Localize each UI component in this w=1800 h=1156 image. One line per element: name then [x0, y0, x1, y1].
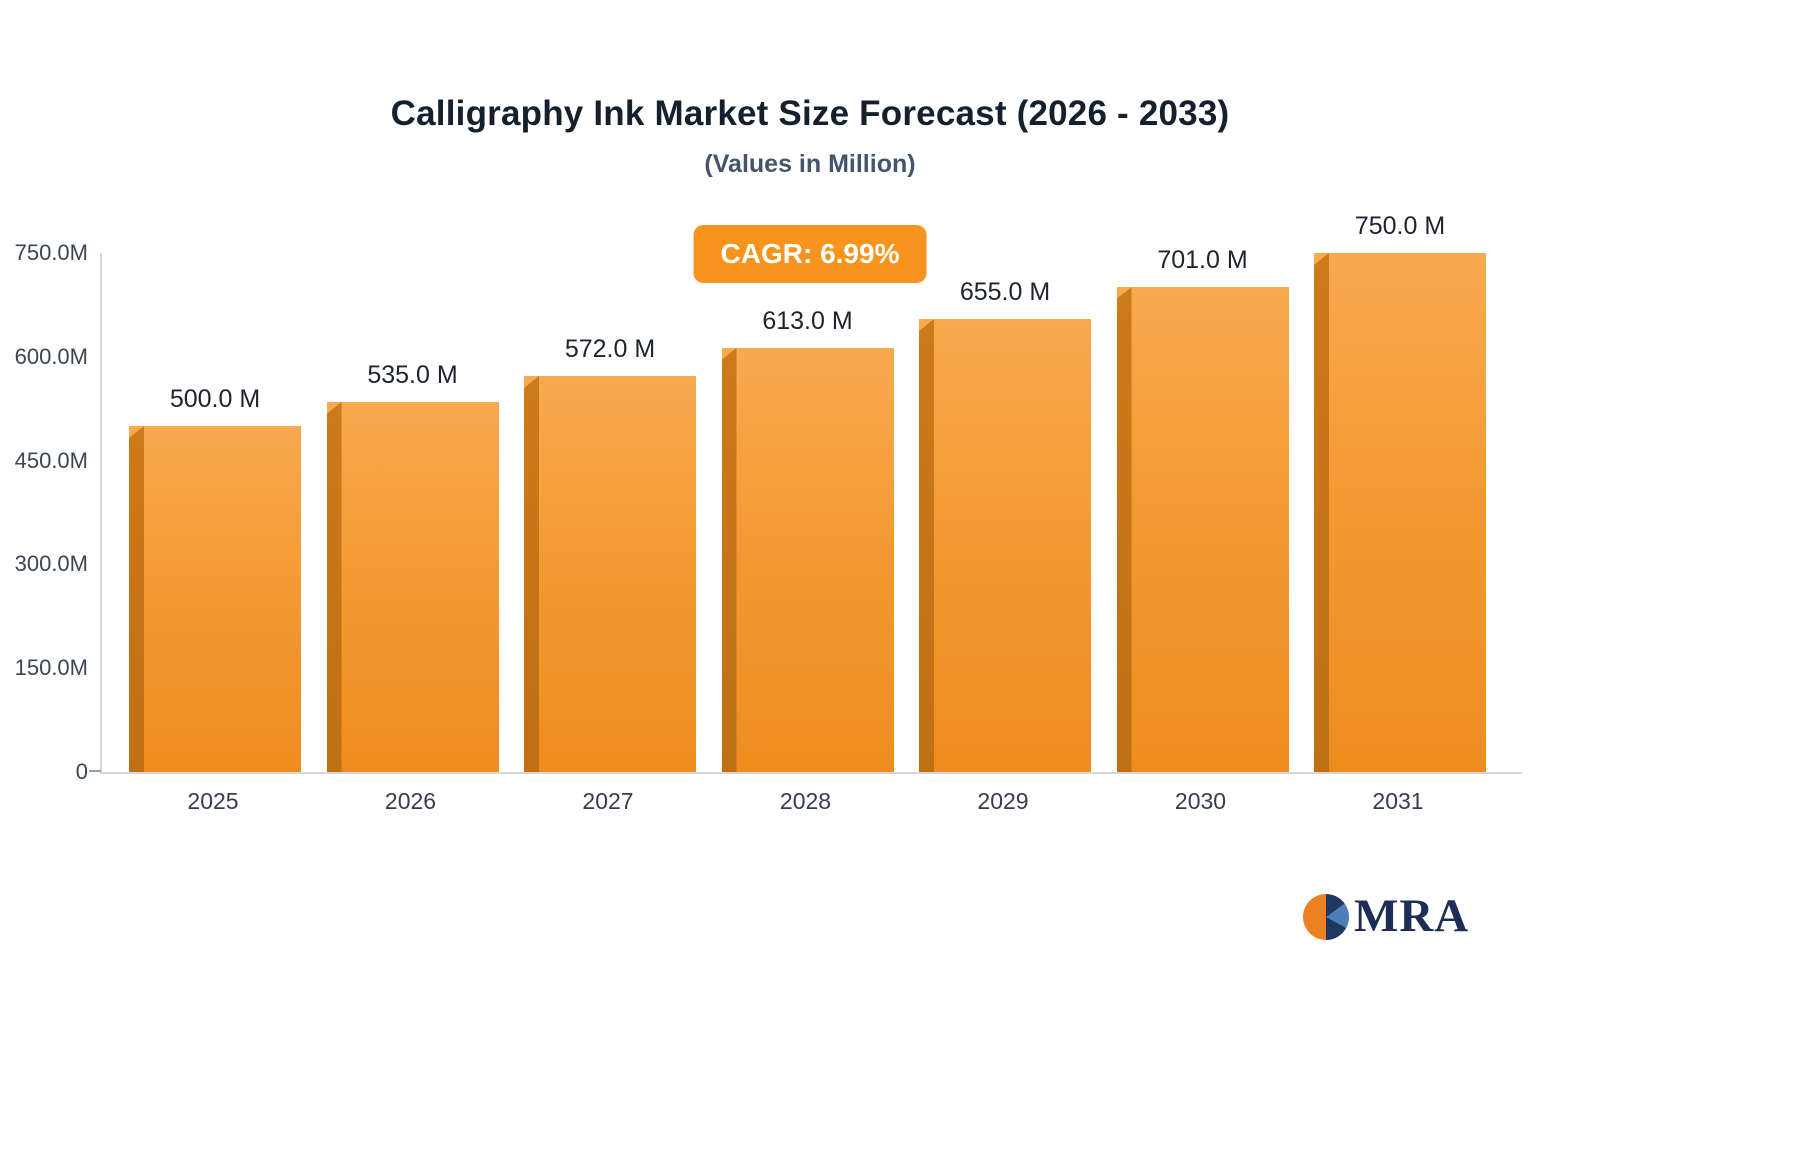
y-axis-label: 300.0M — [14, 551, 88, 577]
bar-value-label: 535.0 M — [367, 361, 458, 389]
x-axis-label: 2031 — [1372, 788, 1424, 814]
bar-2027 — [524, 376, 696, 772]
x-axis-label: 2025 — [187, 788, 239, 814]
bar-side-shadow — [1116, 287, 1132, 772]
bar-2026 — [326, 402, 499, 772]
bar-2025 — [129, 426, 301, 772]
cagr-badge: CAGR: 6.99% — [693, 225, 927, 283]
logo-text: MRA — [1354, 890, 1470, 942]
bar-face — [919, 319, 1091, 772]
bar-face — [1314, 253, 1486, 772]
bar-side-shadow — [721, 348, 737, 772]
bar-value-label: 572.0 M — [564, 335, 656, 363]
bar-side-shadow — [919, 319, 934, 772]
x-axis-label: 2028 — [779, 788, 832, 814]
y-axis-label: 150.0M — [14, 655, 88, 681]
bar-face — [326, 402, 499, 772]
bar-value-label: 500.0 M — [169, 385, 261, 413]
bar-value-label: 613.0 M — [762, 307, 853, 335]
bar-side-shadow — [129, 426, 144, 772]
bar-value-label: 750.0 M — [1354, 212, 1446, 240]
x-axis-label: 2030 — [1174, 788, 1227, 814]
brand-logo: MRA — [1303, 893, 1469, 940]
bar-face — [129, 426, 301, 772]
bar-2028 — [721, 348, 894, 772]
bar-side-shadow — [524, 376, 539, 772]
bar-side-shadow — [326, 402, 342, 772]
bar-face — [721, 348, 894, 772]
x-axis-label: 2027 — [582, 788, 634, 814]
zero-tick-mark — [89, 770, 101, 772]
chart-title: Calligraphy Ink Market Size Forecast (20… — [390, 94, 1230, 133]
plot-area: 500.0 M 535.0 M 572.0 M 613.0 M 655.0 M 701.0… — [100, 212, 1522, 774]
bar-2029 — [919, 319, 1091, 772]
y-axis-label: 0 — [75, 759, 88, 784]
logo-pie-icon — [1303, 893, 1349, 940]
bar-side-shadow — [1314, 253, 1329, 772]
bar-face — [1116, 287, 1289, 772]
bar-2031 — [1314, 253, 1486, 772]
bar-2030 — [1116, 287, 1289, 772]
y-axis-label: 750.0M — [14, 240, 88, 265]
y-axis-label: 600.0M — [14, 343, 88, 369]
bar-value-label: 655.0 M — [959, 278, 1051, 306]
chart-subtitle: (Values in Million) — [704, 150, 916, 178]
x-axis-label: 2026 — [384, 788, 437, 814]
y-axis-label: 450.0M — [14, 447, 88, 473]
x-axis-label: 2029 — [977, 788, 1029, 814]
bar-face — [524, 376, 696, 772]
bar-value-label: 701.0 M — [1157, 246, 1248, 274]
